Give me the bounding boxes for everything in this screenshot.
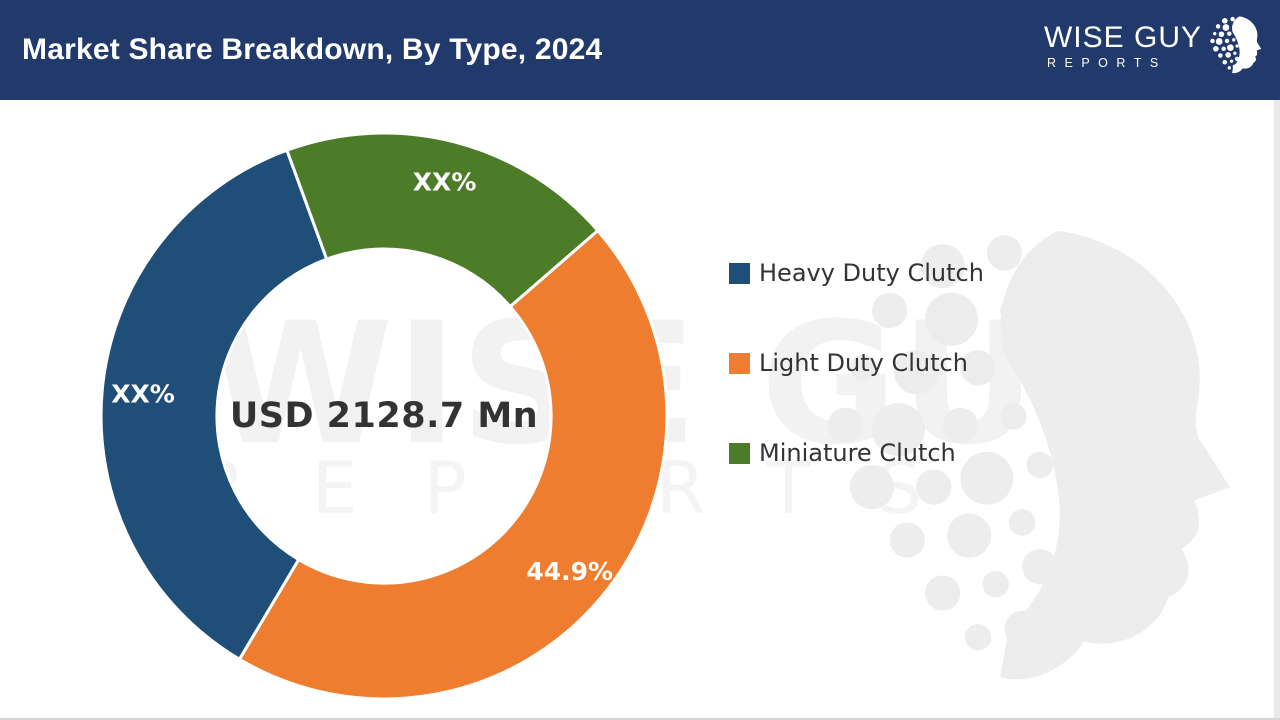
- slice-value-label: XX%: [413, 168, 477, 197]
- legend-label: Miniature Clutch: [759, 439, 956, 467]
- donut-slice-heavy-duty-clutch: [99, 148, 329, 661]
- legend-label: Light Duty Clutch: [759, 349, 968, 377]
- header-bar: Market Share Breakdown, By Type, 2024 WI…: [0, 0, 1280, 100]
- logo-wordmark: WISE GUY: [1043, 20, 1202, 54]
- slice-value-label: 44.9%: [526, 557, 613, 586]
- legend-label: Heavy Duty Clutch: [759, 259, 984, 287]
- page-title: Market Share Breakdown, By Type, 2024: [22, 33, 603, 66]
- legend-item-miniature-clutch: Miniature Clutch: [729, 436, 956, 470]
- donut-slice-light-duty-clutch: [238, 229, 669, 701]
- donut-slice-miniature-clutch: [285, 131, 600, 309]
- donut-chart: XX% XX% 44.9%: [99, 131, 669, 701]
- wiseguy-logo: WISE GUY REPORTS: [1044, 10, 1264, 82]
- logo-reports-text: REPORTS: [1046, 55, 1167, 70]
- legend-swatch-heavy-duty-clutch: [729, 262, 750, 284]
- page-right-edge: [1274, 100, 1280, 718]
- slice-value-label: XX%: [111, 380, 175, 409]
- legend-swatch-miniature-clutch: [729, 442, 750, 464]
- legend-item-heavy-duty-clutch: Heavy Duty Clutch: [729, 256, 984, 290]
- wiseguy-face-icon: [1210, 16, 1262, 74]
- legend-swatch-light-duty-clutch: [729, 352, 750, 374]
- legend-item-light-duty-clutch: Light Duty Clutch: [729, 346, 968, 380]
- donut-center-value: USD 2128.7 Mn: [229, 396, 539, 436]
